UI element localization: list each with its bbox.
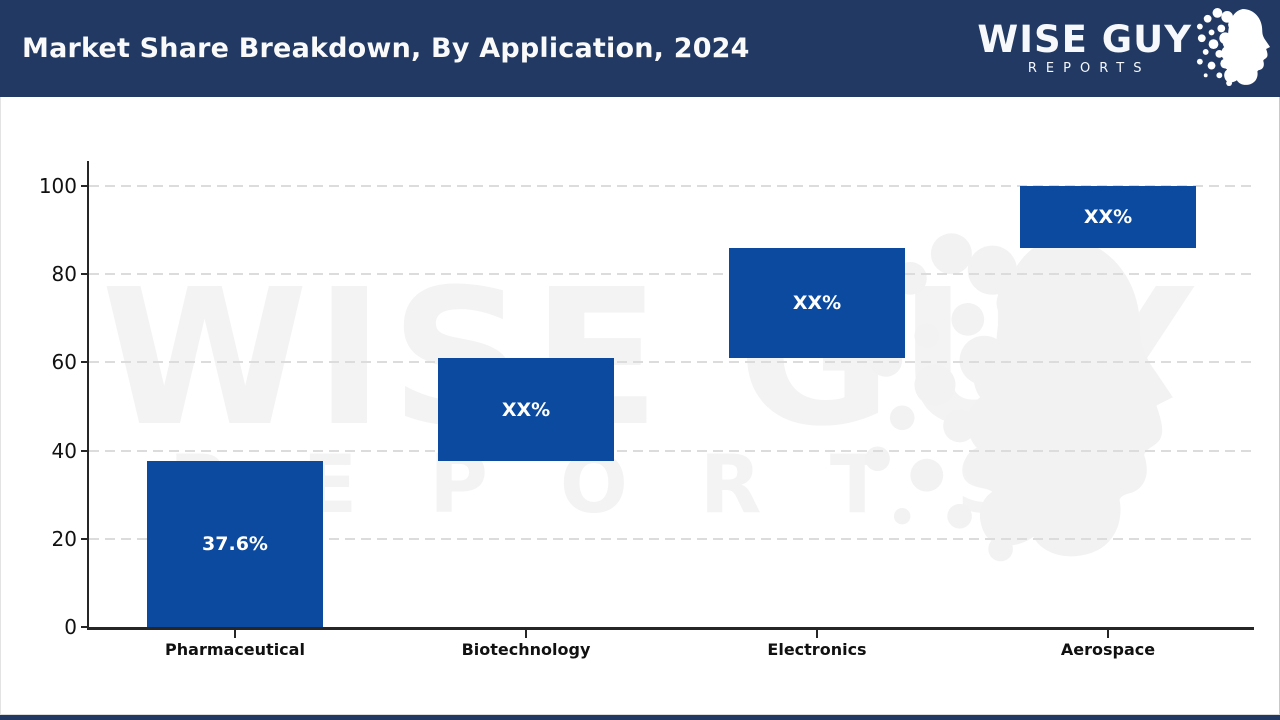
chart-title: Market Share Breakdown, By Application, … xyxy=(22,33,750,64)
logo-subtitle: REPORTS xyxy=(1027,60,1151,76)
gridline xyxy=(89,449,1254,452)
y-tick-label: 20 xyxy=(51,526,77,551)
logo-text: WISE GUY REPORTS xyxy=(977,18,1192,76)
watermark-face-icon xyxy=(865,233,1173,562)
x-tick-mark xyxy=(816,630,818,638)
y-tick-mark xyxy=(81,449,89,452)
wise-guy-reports-logo: WISE GUY REPORTS xyxy=(977,7,1272,91)
bar-value-label: 37.6% xyxy=(202,533,268,555)
y-tick-mark xyxy=(81,185,89,187)
y-tick-mark xyxy=(81,273,89,276)
x-tick-mark xyxy=(1107,630,1109,638)
x-tick-mark xyxy=(525,630,527,638)
y-tick-label: 60 xyxy=(51,350,77,375)
header-bar: Market Share Breakdown, By Application, … xyxy=(0,0,1280,97)
y-tick-mark xyxy=(81,361,89,364)
chart-area: WISE GUY REPORTS 0 20 40 60 80 100 37.6% Pharma… xyxy=(0,97,1280,715)
gridline xyxy=(89,361,1254,364)
y-tick-label: 0 xyxy=(64,615,77,639)
y-tick-label: 40 xyxy=(51,438,77,463)
y-axis xyxy=(87,161,89,630)
bar-value-label: XX% xyxy=(501,398,551,421)
logo-wordmark: WISE GUY xyxy=(977,18,1192,62)
x-axis xyxy=(87,627,1254,630)
bar: XX% xyxy=(1020,186,1196,248)
bar-value-label: XX% xyxy=(1083,206,1133,228)
x-tick-label: Pharmaceutical xyxy=(165,640,305,659)
footer-bar xyxy=(0,715,1280,720)
bar: XX% xyxy=(729,248,905,358)
y-tick-label: 80 xyxy=(51,262,77,287)
gridline xyxy=(89,185,1254,187)
x-tick-mark xyxy=(234,630,236,638)
y-tick-mark xyxy=(81,537,89,540)
gridline xyxy=(89,537,1254,540)
bar: XX% xyxy=(438,358,614,461)
x-tick-label: Aerospace xyxy=(1060,640,1156,659)
gridline xyxy=(89,273,1254,276)
bar: 37.6% xyxy=(147,461,323,627)
y-tick-mark xyxy=(81,626,89,628)
logo-face-icon xyxy=(1196,7,1271,86)
plot-surface: 0 20 40 60 80 100 37.6% Pharmaceutical XX% Biotec… xyxy=(1,97,1279,714)
x-tick-label: Biotechnology xyxy=(461,640,591,659)
bar-value-label: XX% xyxy=(792,292,842,314)
x-tick-label: Electronics xyxy=(767,640,867,659)
y-tick-label: 100 xyxy=(38,174,77,198)
